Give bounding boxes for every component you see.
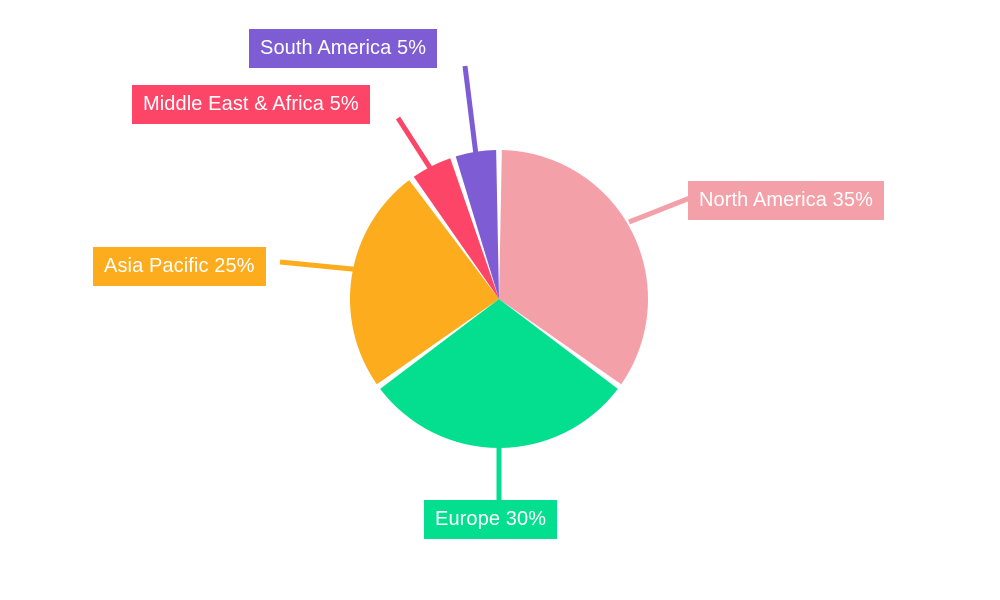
pie-slice-asia-pacific[interactable] (350, 180, 499, 385)
pie-label-middle-east-africa[interactable]: Middle East & Africa 5% (132, 85, 370, 124)
pie-slice-middle-east-africa[interactable] (413, 158, 499, 299)
pie-slice-south-america[interactable] (455, 150, 499, 299)
pie-label-south-america-text: South America 5% (260, 37, 427, 59)
pie-label-asia-pacific-text: Asia Pacific 25% (104, 255, 255, 277)
pie-label-north-america[interactable]: North America 35% (688, 181, 884, 220)
pie-label-europe-text: Europe 30% (435, 508, 547, 530)
pie-label-south-america[interactable]: South America 5% (249, 29, 438, 68)
leader-line-south-america (462, 65, 480, 164)
pie-label-europe[interactable]: Europe 30% (424, 500, 558, 539)
pie-label-north-america-text: North America 35% (699, 189, 873, 211)
leader-line-asia-pacific (279, 259, 363, 273)
pie-slice-europe[interactable] (380, 299, 618, 449)
pie-label-middle-east-africa-text: Middle East & Africa 5% (143, 93, 359, 115)
pie-wedges (350, 150, 648, 449)
pie-slice-north-america[interactable] (499, 150, 648, 385)
pie-label-asia-pacific[interactable]: Asia Pacific 25% (93, 247, 266, 286)
